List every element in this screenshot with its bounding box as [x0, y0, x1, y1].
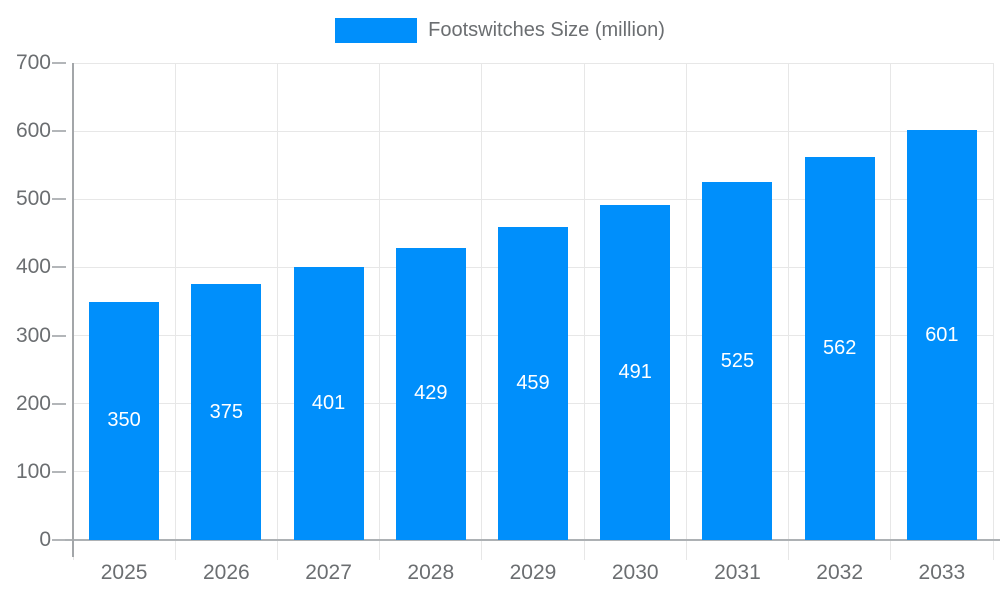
y-axis-tick — [52, 334, 66, 337]
bar: 601 — [906, 130, 977, 540]
grid-line-v — [481, 63, 483, 560]
grid-line-v — [788, 63, 790, 560]
y-axis-tick — [52, 470, 66, 473]
legend-label: Footswitches Size (million) — [428, 19, 665, 41]
y-axis-tick-label: 700 — [15, 51, 51, 74]
x-axis-tick-label: 2025 — [100, 561, 148, 584]
plot-area: 0 100 200 300 400 500 600 700 350 375 401 429 459 491… — [16, 51, 1000, 584]
bar: 562 — [804, 157, 875, 540]
bar-value-label: 429 — [414, 382, 448, 405]
bar-value-label: 375 — [209, 400, 244, 423]
grid-line-v — [992, 63, 994, 560]
bar-value-label: 401 — [311, 391, 346, 414]
y-axis-tick-label: 0 — [39, 528, 51, 551]
y-axis-tick-label: 300 — [15, 323, 51, 347]
bar: 350 — [89, 301, 160, 540]
grid-line-v — [174, 63, 176, 560]
grid-line-h — [73, 198, 993, 200]
bar: 401 — [293, 266, 364, 540]
grid-line-v — [379, 63, 381, 560]
bar-value-label: 350 — [107, 409, 141, 432]
legend-swatch-icon — [335, 18, 418, 43]
y-axis-tick-label: 500 — [15, 187, 51, 211]
grid-line-v — [583, 63, 585, 560]
bar-value-label: 562 — [822, 337, 857, 360]
y-axis-line — [72, 63, 74, 557]
x-axis-tick-label: 2031 — [714, 561, 761, 584]
y-axis-tick — [52, 266, 66, 269]
y-axis-tick-label: 400 — [15, 255, 51, 279]
legend: Footswitches Size (million) — [0, 18, 1000, 43]
x-axis-tick-label: 2027 — [305, 561, 352, 584]
y-axis-tick-label: 200 — [15, 391, 51, 415]
bar-value-label: 601 — [925, 323, 959, 346]
y-axis-tick — [52, 62, 66, 64]
x-axis-tick-label: 2033 — [918, 561, 966, 584]
bar: 429 — [395, 247, 466, 540]
x-axis-tick-label: 2028 — [407, 561, 455, 584]
y-axis-tick — [52, 130, 66, 133]
grid-line-h — [73, 130, 993, 132]
y-axis-tick — [52, 539, 66, 541]
x-axis-tick-label: 2029 — [509, 561, 557, 584]
x-axis-tick-label: 2026 — [202, 561, 250, 584]
bar: 525 — [702, 182, 773, 540]
bar-value-label: 525 — [720, 349, 755, 372]
x-axis-line — [65, 539, 1000, 541]
bar: 375 — [191, 284, 262, 540]
x-axis-tick-label: 2032 — [816, 561, 864, 584]
bar-value-label: 459 — [516, 372, 550, 395]
grid-line-h — [73, 62, 993, 64]
y-axis-tick — [52, 198, 66, 201]
y-axis-tick — [52, 402, 66, 405]
grid-line-v — [685, 63, 687, 560]
y-axis-tick-label: 100 — [15, 459, 51, 483]
bar-value-label: 491 — [618, 361, 652, 384]
x-axis-tick-label: 2030 — [611, 561, 659, 584]
bar: 491 — [600, 205, 671, 540]
grid-line-v — [276, 63, 278, 560]
grid-line-v — [890, 63, 892, 560]
y-axis-tick-label: 600 — [15, 119, 51, 143]
bar: 459 — [498, 227, 568, 540]
legend-item[interactable]: Footswitches Size (million) — [335, 18, 665, 43]
